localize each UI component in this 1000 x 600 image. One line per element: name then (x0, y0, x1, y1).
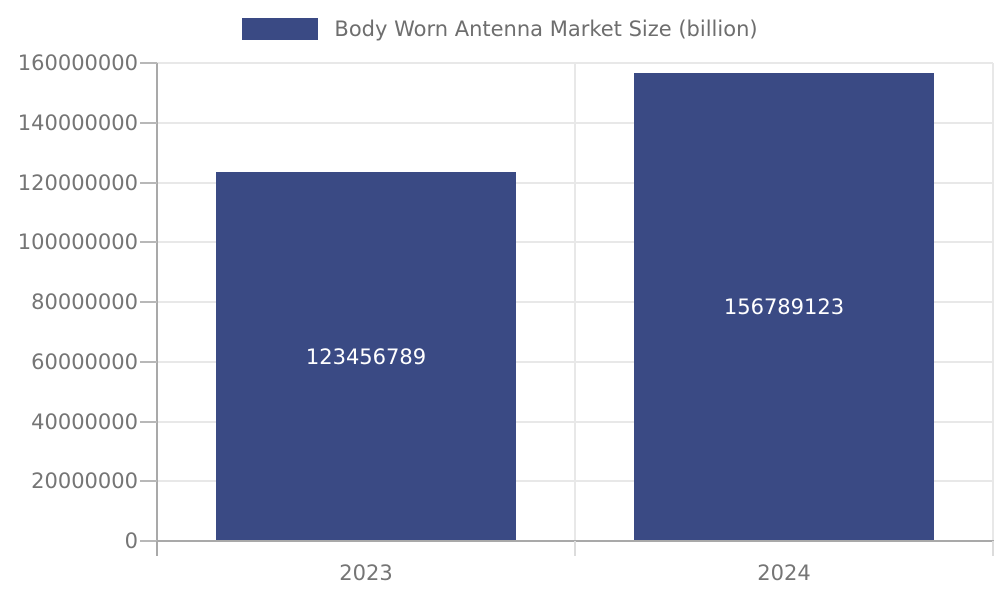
x-tick-label: 2023 (339, 561, 393, 585)
y-tick-label: 0 (124, 529, 138, 553)
legend-swatch (242, 18, 319, 40)
x-tick-label: 2024 (757, 561, 811, 585)
bar-2024: 156789123 (633, 72, 935, 541)
x-tick-mark (992, 541, 994, 556)
y-tick-mark (140, 181, 157, 184)
y-tick-mark (140, 241, 157, 244)
y-tick-label: 40000000 (31, 409, 138, 434)
y-tick-label: 120000000 (17, 170, 138, 195)
y-tick-label: 80000000 (31, 290, 138, 314)
y-tick-mark (140, 62, 157, 64)
x-tick-mark (156, 541, 158, 556)
bar-value-label: 123456789 (305, 344, 427, 369)
y-axis-line (156, 63, 158, 556)
gridline-vertical (574, 63, 576, 541)
legend: Body Worn Antenna Market Size (billion) (0, 17, 1000, 41)
gridline-vertical (992, 63, 994, 541)
y-tick-mark (140, 480, 157, 483)
bar-value-label: 156789123 (723, 294, 845, 319)
y-tick-mark (140, 301, 157, 303)
y-tick-label: 20000000 (31, 469, 138, 494)
plot-area: 123456789 156789123 (157, 62, 994, 542)
x-tick-mark (574, 541, 576, 556)
y-tick-mark (140, 121, 157, 124)
legend-label: Body Worn Antenna Market Size (billion) (334, 17, 758, 41)
y-tick-mark (140, 420, 157, 423)
y-tick-mark (140, 360, 157, 363)
y-tick-mark (140, 540, 157, 542)
bar-2023: 123456789 (215, 172, 517, 541)
y-tick-label: 100000000 (17, 230, 138, 255)
y-tick-label: 160000000 (17, 51, 138, 75)
y-tick-label: 60000000 (31, 349, 138, 374)
y-tick-label: 140000000 (17, 110, 138, 135)
